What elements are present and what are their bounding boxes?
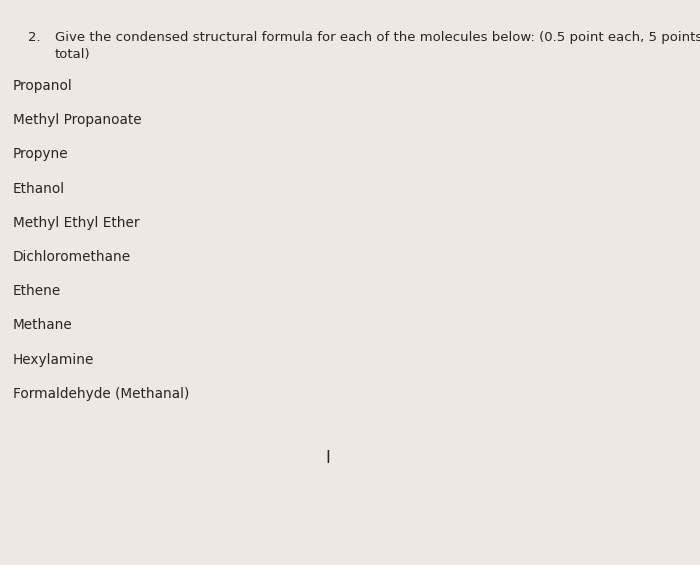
Text: Propanol: Propanol bbox=[13, 79, 72, 93]
Text: Methyl Ethyl Ether: Methyl Ethyl Ether bbox=[13, 216, 139, 230]
Text: I: I bbox=[326, 449, 330, 467]
Text: Hexylamine: Hexylamine bbox=[13, 353, 94, 367]
Text: Formaldehyde (Methanal): Formaldehyde (Methanal) bbox=[13, 386, 189, 401]
Text: Ethene: Ethene bbox=[13, 284, 61, 298]
Text: Dichloromethane: Dichloromethane bbox=[13, 250, 131, 264]
Text: Give the condensed structural formula for each of the molecules below: (0.5 poin: Give the condensed structural formula fo… bbox=[55, 31, 700, 44]
Text: 2.: 2. bbox=[28, 31, 41, 44]
Text: Ethanol: Ethanol bbox=[13, 182, 64, 195]
Text: Methane: Methane bbox=[13, 319, 72, 332]
Text: Methyl Propanoate: Methyl Propanoate bbox=[13, 113, 141, 127]
Text: total): total) bbox=[55, 48, 90, 61]
Text: Propyne: Propyne bbox=[13, 147, 68, 162]
